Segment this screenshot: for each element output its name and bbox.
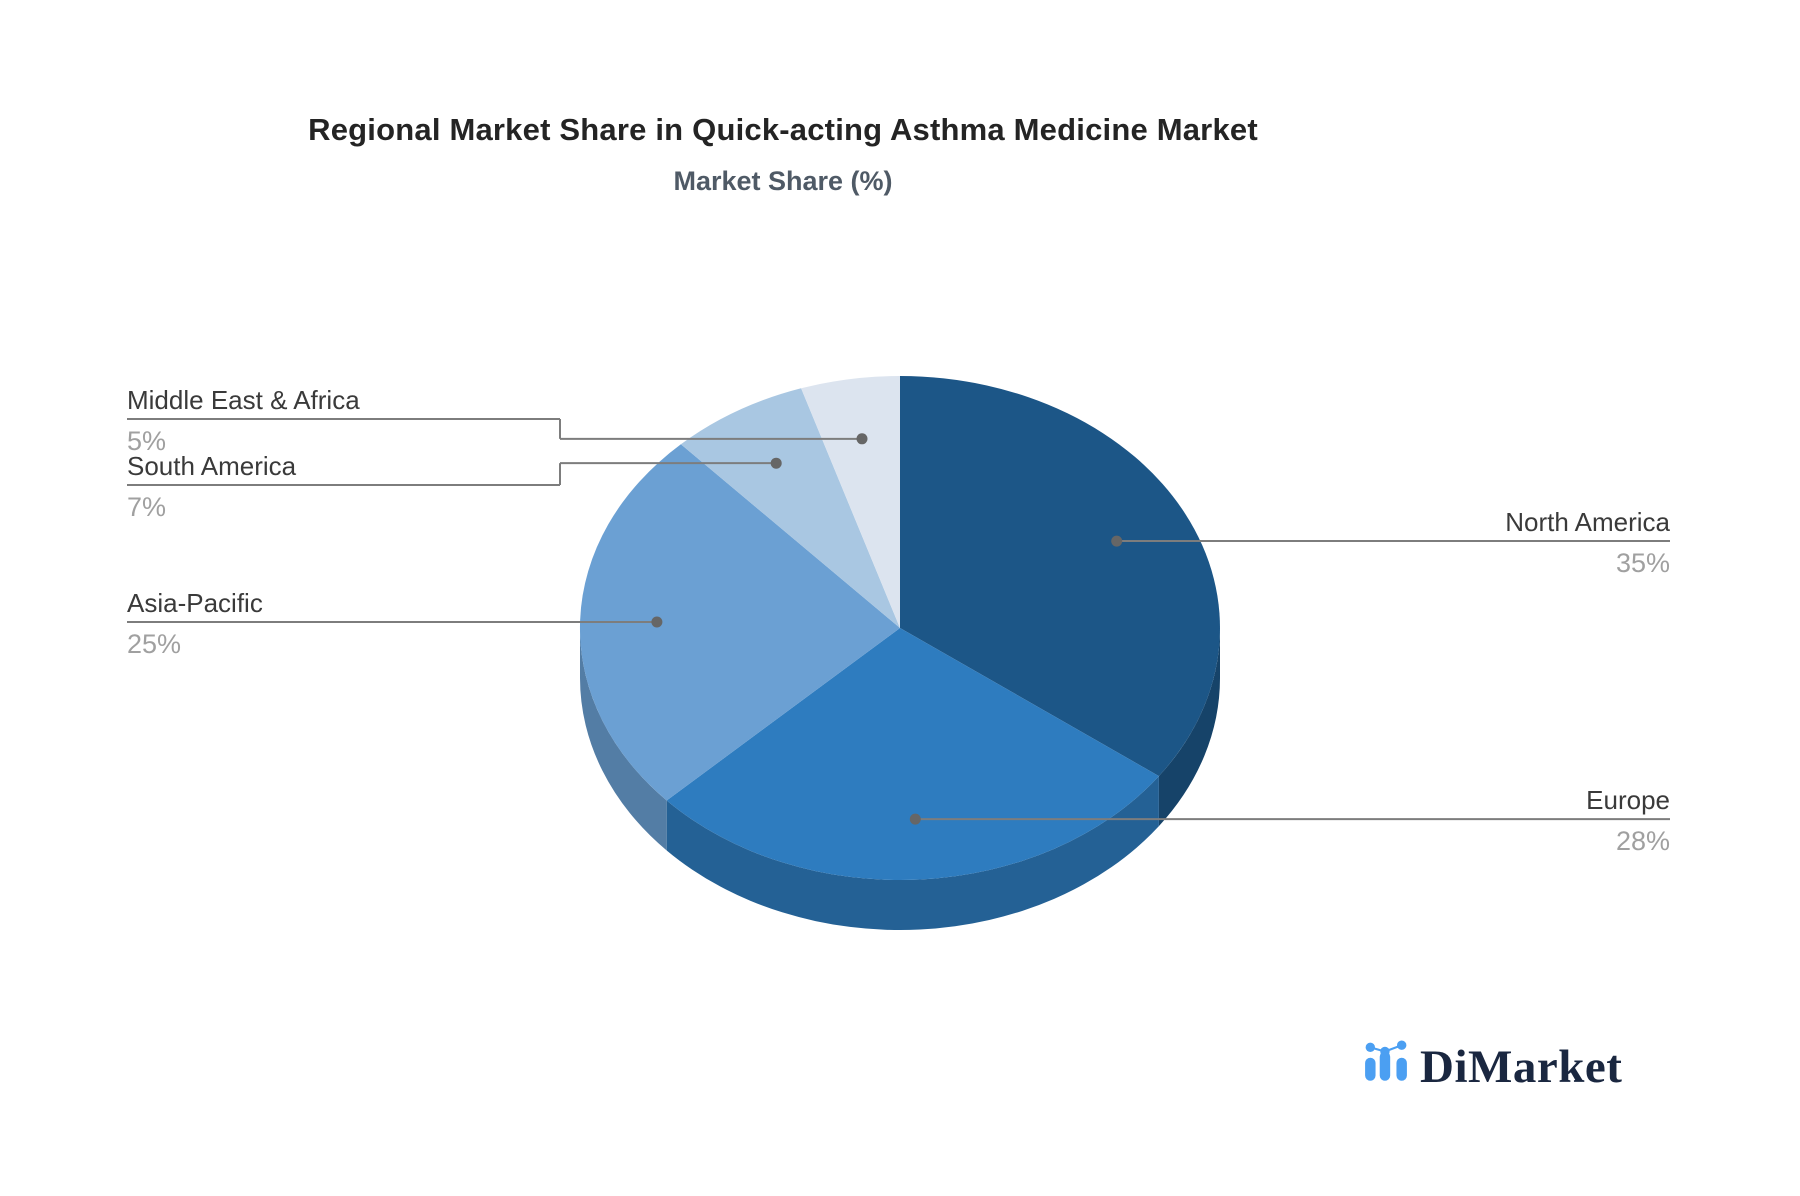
pie-slice-south-america[interactable] [680,388,900,628]
pie-slice-side-asia-pacific [580,628,667,851]
leader-dot-europe [909,813,921,825]
brand-name: DiMarket [1420,1041,1623,1093]
brand-logo: DiMarket [1362,1040,1622,1091]
pie-slice-europe[interactable] [666,628,1159,881]
leader-dot-asia-pacific [651,616,663,628]
page-title: Regional Market Share in Quick-acting As… [308,112,1258,147]
leader-dot-south-america [770,457,782,469]
leader-dot-north-america [1111,535,1123,547]
leader-dot-middle-east-africa [856,433,868,445]
pie-slice-side-north-america [1158,628,1220,827]
dimarket-bars-logo-icon [1365,1040,1407,1081]
pie-slice-asia-pacific[interactable] [579,444,900,801]
pie-slice-north-america[interactable] [900,376,1220,777]
chart-subtitle: Market Share (%) [673,166,893,196]
pie-slice-side-europe [666,776,1159,931]
